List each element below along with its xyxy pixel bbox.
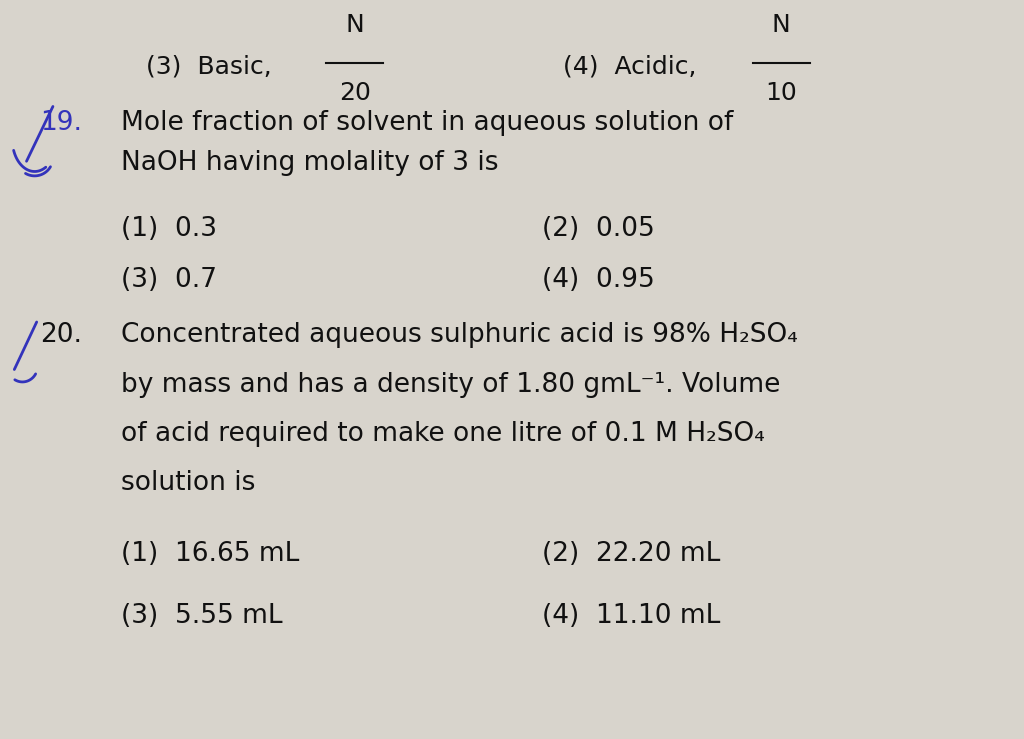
Text: NaOH having molality of 3 is: NaOH having molality of 3 is — [121, 150, 499, 177]
Text: (2)  22.20 mL: (2) 22.20 mL — [543, 541, 721, 568]
Text: (1)  16.65 mL: (1) 16.65 mL — [121, 541, 299, 568]
Text: solution is: solution is — [121, 470, 255, 497]
Text: (1)  0.3: (1) 0.3 — [121, 216, 217, 242]
Text: (4)  Acidic,: (4) Acidic, — [563, 54, 696, 78]
Text: (3)  Basic,: (3) Basic, — [146, 54, 272, 78]
Text: (3)  0.7: (3) 0.7 — [121, 268, 217, 293]
Text: N: N — [772, 13, 791, 37]
Text: Concentrated aqueous sulphuric acid is 98% H₂SO₄: Concentrated aqueous sulphuric acid is 9… — [121, 322, 798, 348]
Text: N: N — [345, 13, 364, 37]
Text: (2)  0.05: (2) 0.05 — [543, 216, 655, 242]
Text: 10: 10 — [765, 81, 797, 105]
Text: by mass and has a density of 1.80 gmL⁻¹. Volume: by mass and has a density of 1.80 gmL⁻¹.… — [121, 372, 780, 398]
Text: Mole fraction of solvent in aqueous solution of: Mole fraction of solvent in aqueous solu… — [121, 110, 733, 136]
Text: (3)  5.55 mL: (3) 5.55 mL — [121, 603, 283, 630]
Text: 19.: 19. — [40, 110, 82, 136]
Text: (4)  11.10 mL: (4) 11.10 mL — [543, 603, 721, 630]
Text: of acid required to make one litre of 0.1 M H₂SO₄: of acid required to make one litre of 0.… — [121, 420, 765, 446]
Text: 20: 20 — [339, 81, 371, 105]
Text: (4)  0.95: (4) 0.95 — [543, 268, 655, 293]
Text: 20.: 20. — [40, 322, 82, 348]
